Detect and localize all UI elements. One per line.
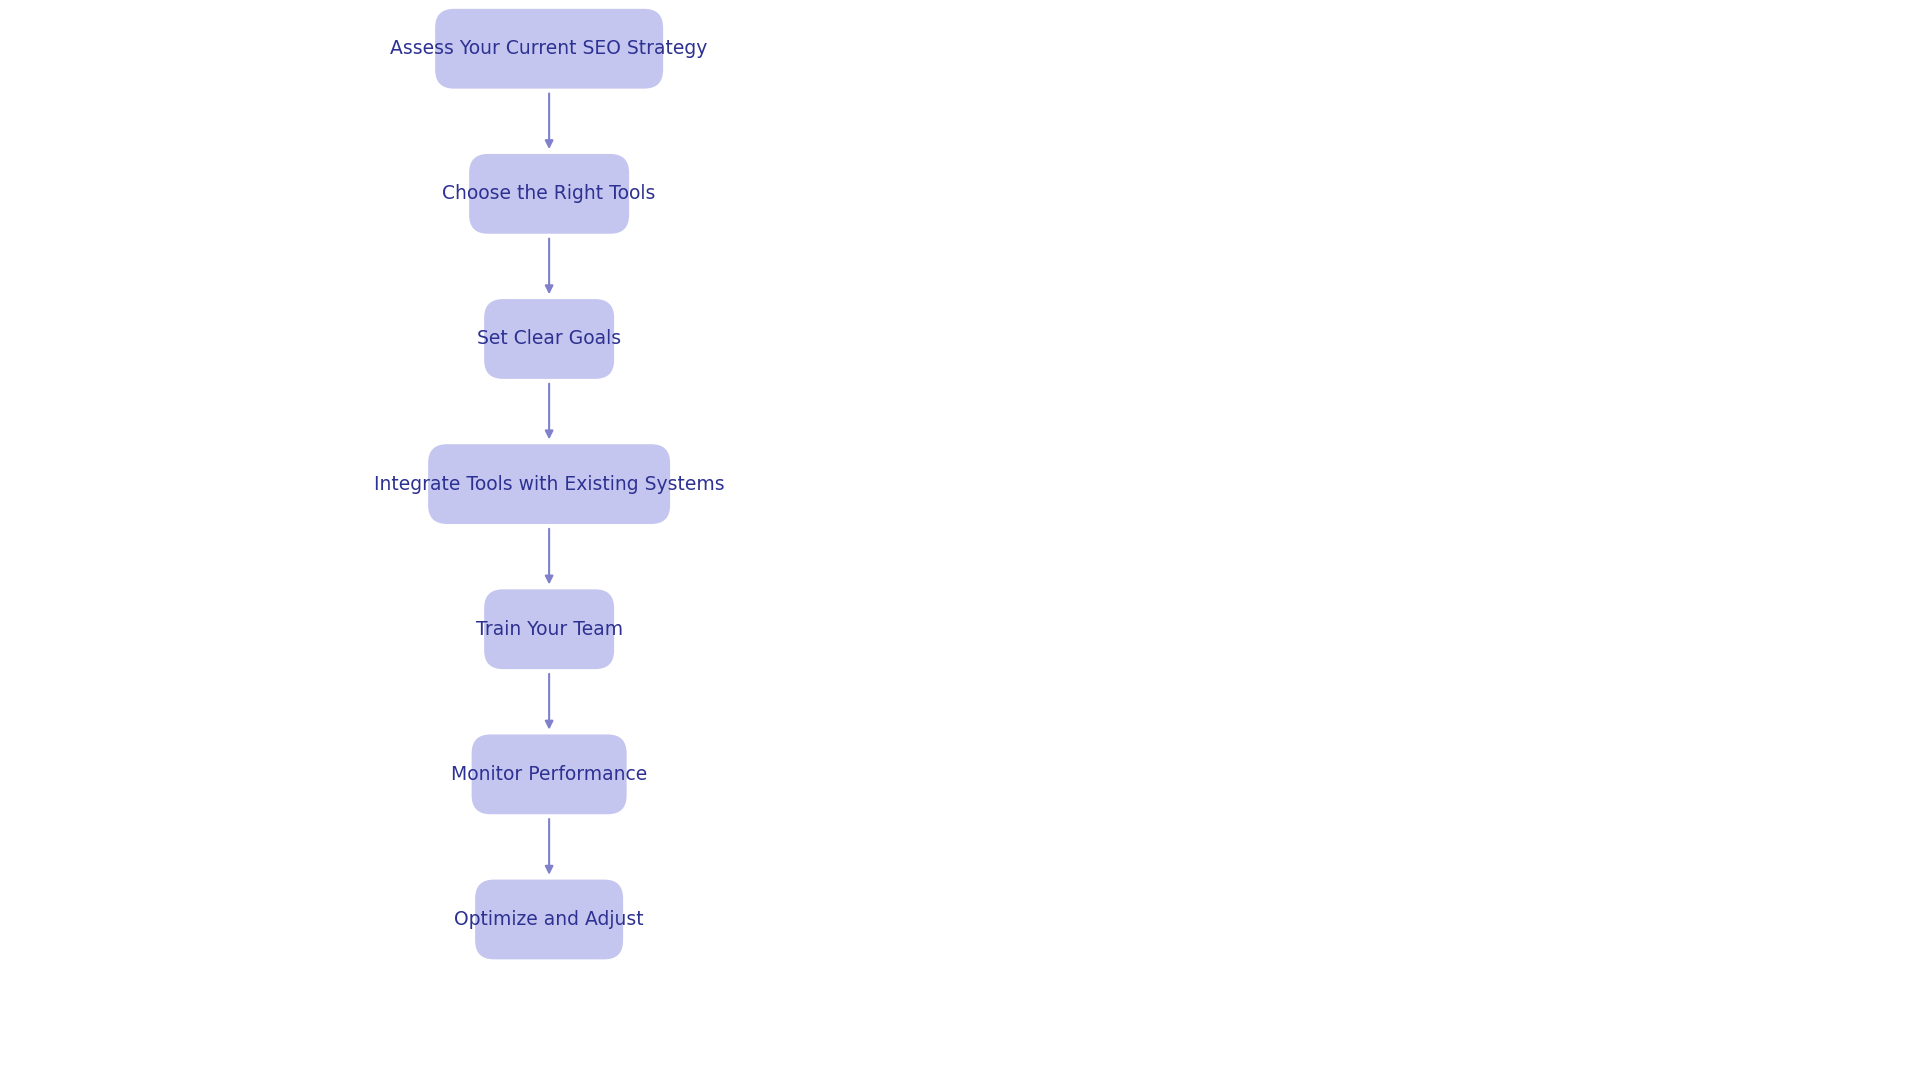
FancyBboxPatch shape [484, 589, 614, 669]
FancyBboxPatch shape [428, 444, 670, 524]
Text: Monitor Performance: Monitor Performance [451, 765, 647, 784]
FancyBboxPatch shape [468, 154, 630, 234]
FancyBboxPatch shape [474, 879, 624, 960]
Text: Choose the Right Tools: Choose the Right Tools [442, 184, 657, 204]
Text: Integrate Tools with Existing Systems: Integrate Tools with Existing Systems [374, 474, 724, 494]
Text: Optimize and Adjust: Optimize and Adjust [455, 910, 643, 929]
Text: Train Your Team: Train Your Team [476, 619, 622, 639]
FancyBboxPatch shape [436, 9, 662, 89]
FancyBboxPatch shape [484, 299, 614, 379]
Text: Set Clear Goals: Set Clear Goals [476, 329, 622, 349]
FancyBboxPatch shape [472, 734, 626, 814]
Text: Assess Your Current SEO Strategy: Assess Your Current SEO Strategy [390, 39, 708, 58]
